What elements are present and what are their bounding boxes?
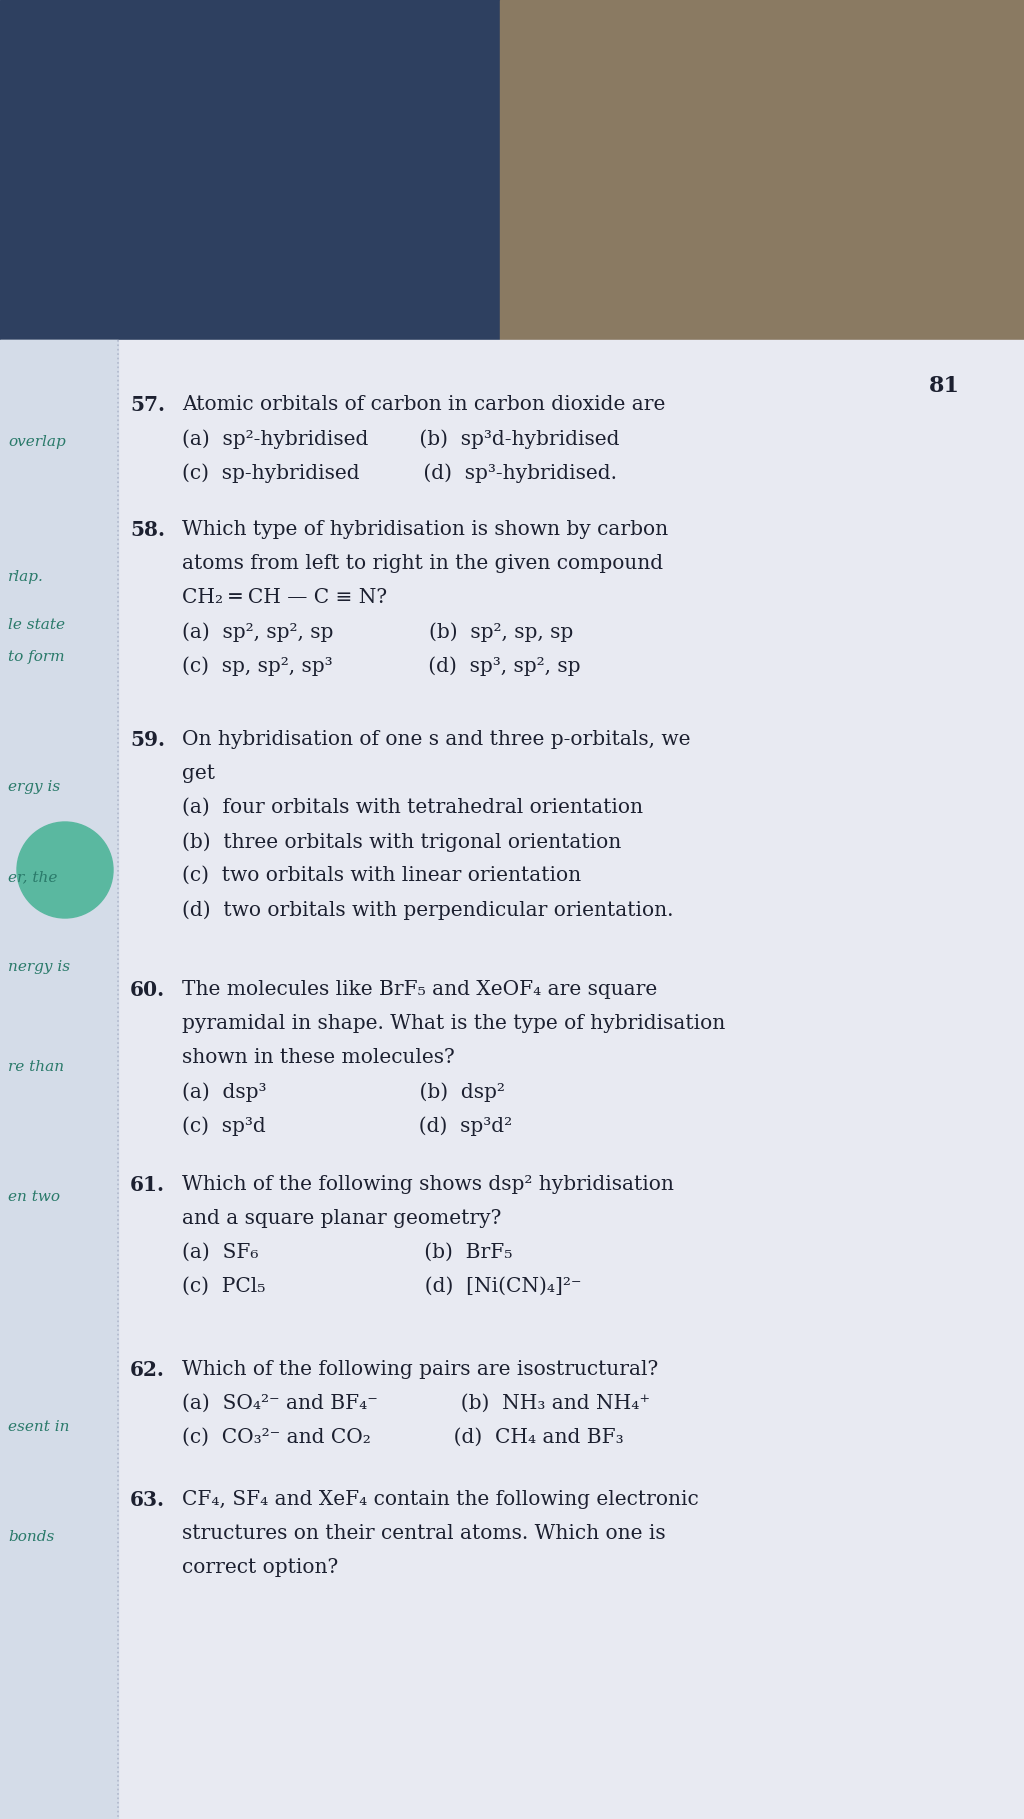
Text: correct option?: correct option? [182,1559,338,1577]
Text: nergy is: nergy is [8,960,70,973]
Text: 57.: 57. [130,395,165,415]
Text: to form: to form [8,649,65,664]
Bar [0,0,1024,340]
Text: and a square planar geometry?: and a square planar geometry? [182,1210,502,1228]
Bar [500,0,1024,340]
Text: 60.: 60. [130,980,165,1000]
Text: (a)  SO₄²⁻ and BF₄⁻             (b)  NH₃ and NH₄⁺: (a) SO₄²⁻ and BF₄⁻ (b) NH₃ and NH₄⁺ [182,1393,650,1413]
Text: er, the: er, the [8,869,57,884]
Text: (a)  SF₆                          (b)  BrF₅: (a) SF₆ (b) BrF₅ [182,1242,512,1262]
Text: overlap: overlap [8,435,66,449]
Text: 59.: 59. [130,729,165,749]
Text: en two: en two [8,1190,60,1204]
Text: (c)  PCl₅                         (d)  [Ni(CN)₄]²⁻: (c) PCl₅ (d) [Ni(CN)₄]²⁻ [182,1277,582,1295]
Text: Which type of hybridisation is shown by carbon: Which type of hybridisation is shown by … [182,520,668,538]
Bar [0,340,118,1819]
Text: rlap.: rlap. [8,569,44,584]
Text: (a)  four orbitals with tetrahedral orientation: (a) four orbitals with tetrahedral orien… [182,799,643,817]
Text: re than: re than [8,1060,65,1073]
Text: 81: 81 [929,375,961,397]
Text: shown in these molecules?: shown in these molecules? [182,1048,455,1068]
Text: 58.: 58. [130,520,165,540]
Text: pyramidal in shape. What is the type of hybridisation: pyramidal in shape. What is the type of … [182,1013,725,1033]
Text: (a)  sp²-hybridised        (b)  sp³d-hybridised: (a) sp²-hybridised (b) sp³d-hybridised [182,429,620,449]
Text: (a)  dsp³                        (b)  dsp²: (a) dsp³ (b) dsp² [182,1082,505,1102]
Text: CH₂ ═ CH — C ≡ N?: CH₂ ═ CH — C ≡ N? [182,588,387,608]
Circle shape [17,822,113,919]
Text: atoms from left to right in the given compound: atoms from left to right in the given co… [182,555,664,573]
Text: Which of the following shows dsp² hybridisation: Which of the following shows dsp² hybrid… [182,1175,674,1193]
Text: CF₄, SF₄ and XeF₄ contain the following electronic: CF₄, SF₄ and XeF₄ contain the following … [182,1490,698,1510]
Text: le state: le state [8,618,65,631]
Text: Which of the following pairs are isostructural?: Which of the following pairs are isostru… [182,1361,658,1379]
Text: (c)  CO₃²⁻ and CO₂             (d)  CH₄ and BF₃: (c) CO₃²⁻ and CO₂ (d) CH₄ and BF₃ [182,1428,624,1446]
Text: (c)  sp, sp², sp³               (d)  sp³, sp², sp: (c) sp, sp², sp³ (d) sp³, sp², sp [182,657,581,675]
Text: 61.: 61. [130,1175,165,1195]
Text: (c)  two orbitals with linear orientation: (c) two orbitals with linear orientation [182,866,582,886]
Text: get: get [182,764,215,782]
Text: structures on their central atoms. Which one is: structures on their central atoms. Which… [182,1524,666,1543]
Text: bonds: bonds [8,1530,54,1544]
Text: Atomic orbitals of carbon in carbon dioxide are: Atomic orbitals of carbon in carbon diox… [182,395,666,415]
Text: 63.: 63. [130,1490,165,1510]
Text: esent in: esent in [8,1421,70,1433]
Text: ergy is: ergy is [8,780,60,795]
Text: (a)  sp², sp², sp               (b)  sp², sp, sp: (a) sp², sp², sp (b) sp², sp, sp [182,622,573,642]
Text: (d)  two orbitals with perpendicular orientation.: (d) two orbitals with perpendicular orie… [182,900,674,920]
Text: (c)  sp³d                        (d)  sp³d²: (c) sp³d (d) sp³d² [182,1117,512,1135]
Text: (c)  sp-hybridised          (d)  sp³-hybridised.: (c) sp-hybridised (d) sp³-hybridised. [182,464,617,482]
Text: 62.: 62. [130,1361,165,1381]
Text: The molecules like BrF₅ and XeOF₄ are square: The molecules like BrF₅ and XeOF₄ are sq… [182,980,657,999]
Text: On hybridisation of one s and three p-orbitals, we: On hybridisation of one s and three p-or… [182,729,690,749]
Text: (b)  three orbitals with trigonal orientation: (b) three orbitals with trigonal orienta… [182,831,622,851]
Bar [0,340,1024,1819]
